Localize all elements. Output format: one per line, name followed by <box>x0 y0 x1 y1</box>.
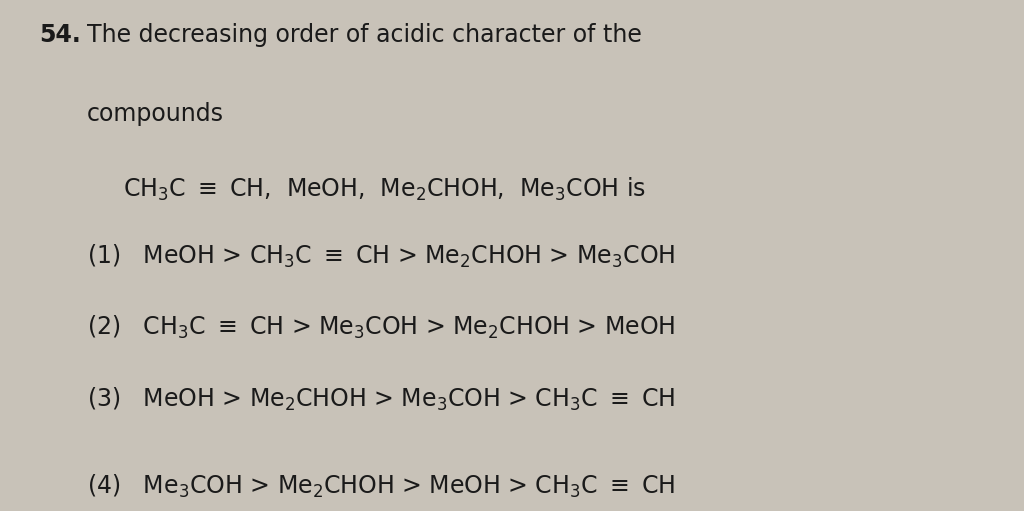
Text: (4)   Me$_3$COH > Me$_2$CHOH > MeOH > CH$_3$C $\equiv$ CH: (4) Me$_3$COH > Me$_2$CHOH > MeOH > CH$_… <box>87 473 675 500</box>
Text: 54.: 54. <box>39 23 81 47</box>
Text: The decreasing order of acidic character of the: The decreasing order of acidic character… <box>87 23 642 47</box>
Text: compounds: compounds <box>87 102 224 126</box>
Text: CH$_3$C $\equiv$ CH,  MeOH,  Me$_2$CHOH,  Me$_3$COH is: CH$_3$C $\equiv$ CH, MeOH, Me$_2$CHOH, M… <box>123 176 646 203</box>
Text: (2)   CH$_3$C $\equiv$ CH > Me$_3$COH > Me$_2$CHOH > MeOH: (2) CH$_3$C $\equiv$ CH > Me$_3$COH > Me… <box>87 314 675 341</box>
Text: (3)   MeOH > Me$_2$CHOH > Me$_3$COH > CH$_3$C $\equiv$ CH: (3) MeOH > Me$_2$CHOH > Me$_3$COH > CH$_… <box>87 386 675 413</box>
Text: (1)   MeOH > CH$_3$C $\equiv$ CH > Me$_2$CHOH > Me$_3$COH: (1) MeOH > CH$_3$C $\equiv$ CH > Me$_2$C… <box>87 243 675 270</box>
